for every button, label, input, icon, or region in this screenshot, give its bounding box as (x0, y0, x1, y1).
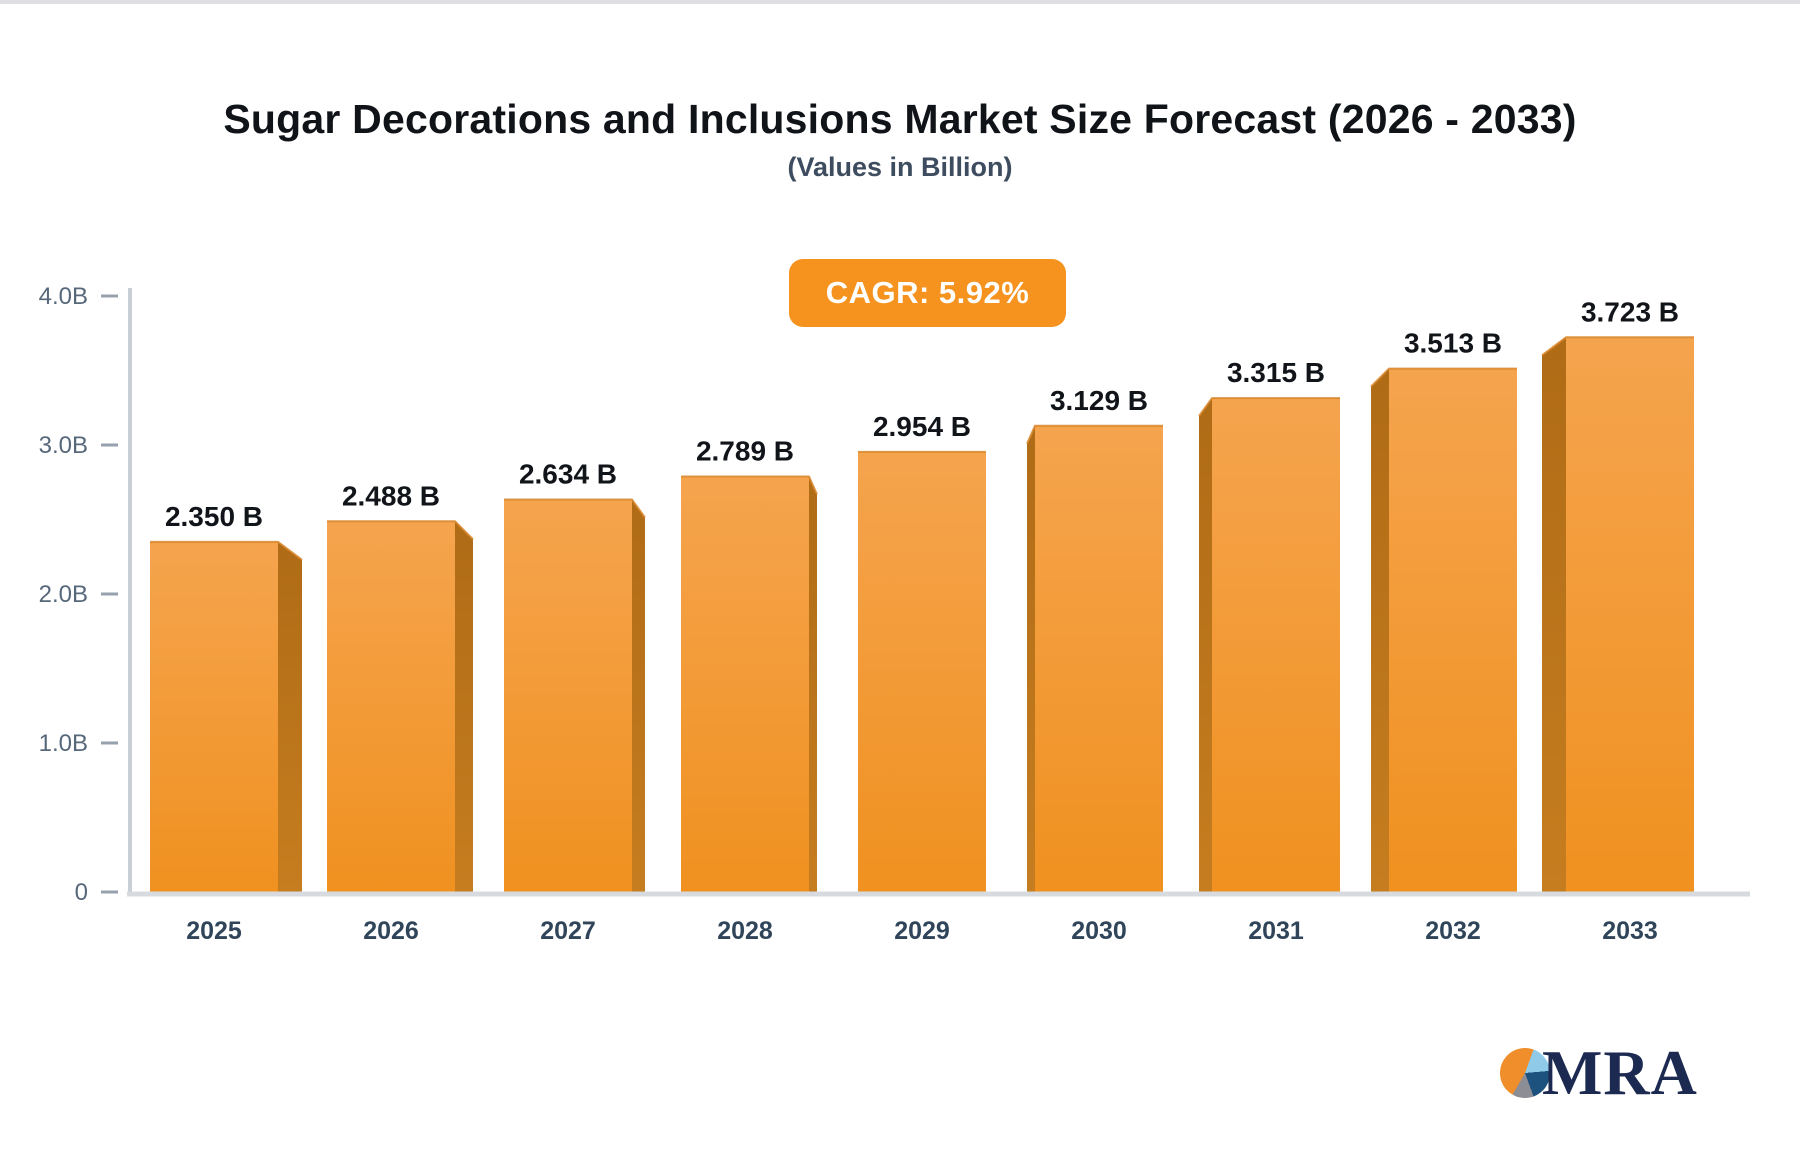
bar-value-label: 2.789 B (696, 435, 794, 466)
bar-front-face (504, 499, 632, 892)
bar-front-face (1389, 368, 1517, 892)
bar-front-face (1035, 425, 1163, 892)
bar-top-edge (150, 540, 303, 561)
bar-side-face (1199, 398, 1212, 892)
x-axis-label: 2028 (717, 917, 773, 945)
bar-top-edge (681, 475, 818, 495)
bar-group-2026: 2.488 B 2026 (327, 480, 474, 945)
x-axis-label: 2025 (186, 917, 242, 945)
x-axis-label: 2032 (1425, 917, 1481, 945)
bar-front-face (858, 451, 986, 892)
bar-value-label: 2.488 B (342, 480, 440, 511)
bar-group-2030: 3.129 B 2030 (1026, 385, 1163, 945)
x-axis-label: 2030 (1071, 917, 1127, 945)
bar-side-face (1542, 337, 1566, 892)
bar-group-2025: 2.350 B 2025 (150, 501, 303, 945)
bar-group-2027: 2.634 B 2027 (504, 459, 646, 945)
bar-top-edge (1026, 424, 1163, 445)
bar-top-edge (1198, 397, 1340, 417)
cagr-badge-label: CAGR: 5.92% (825, 275, 1030, 310)
bar-group-2028: 2.789 B 2028 (681, 435, 818, 945)
bar-value-label: 2.634 B (519, 459, 617, 490)
bar-group-2029: 2.954 B 2029 (858, 411, 986, 945)
bar-group-2031: 3.315 B 2031 (1198, 357, 1340, 945)
y-axis-label: 2.0B (39, 581, 88, 608)
x-axis-label: 2027 (540, 917, 596, 945)
mra-logo: MRA (1500, 1037, 1698, 1108)
bar-side-face (278, 541, 302, 892)
bar-value-label: 2.350 B (165, 501, 263, 532)
y-axis-label: 3.0B (39, 432, 88, 459)
mra-logo-text: MRA (1542, 1037, 1698, 1108)
x-axis-label: 2029 (894, 917, 950, 945)
bar-front-face (150, 541, 278, 892)
x-axis-label: 2033 (1602, 917, 1658, 945)
pie-chart-icon (1500, 1048, 1550, 1098)
bar-value-label: 3.723 B (1581, 296, 1679, 327)
bar-value-label: 3.513 B (1404, 328, 1502, 359)
x-axis-label: 2026 (363, 917, 419, 945)
y-axis-label: 1.0B (39, 730, 88, 757)
chart-subtitle: (Values in Billion) (787, 152, 1013, 182)
bar-side-face (455, 521, 473, 892)
bar-side-face (632, 499, 645, 892)
bar-top-edge (1541, 336, 1694, 357)
bar-group-2032: 3.513 B 2032 (1370, 328, 1517, 945)
bar-front-face (681, 476, 809, 892)
bar-side-face (1027, 425, 1035, 892)
x-axis-label: 2031 (1248, 917, 1304, 945)
bar-side-face (809, 476, 817, 892)
bar-value-label: 2.954 B (873, 411, 971, 442)
bar-top-edge (1370, 367, 1517, 388)
bar-side-face (1371, 368, 1389, 892)
bar-value-label: 3.129 B (1050, 385, 1148, 416)
y-axis-label: 4.0B (39, 283, 88, 310)
chart-title: Sugar Decorations and Inclusions Market … (223, 96, 1577, 142)
bar-value-label: 3.315 B (1227, 357, 1325, 388)
bar-top-edge (504, 498, 646, 519)
bar-top-edge (327, 520, 474, 540)
y-axis-label: 0 (75, 879, 88, 906)
bar-front-face (327, 521, 455, 892)
bar-front-face (1566, 337, 1694, 892)
cagr-badge: CAGR: 5.92% (789, 259, 1066, 327)
bar-front-face (1212, 398, 1340, 892)
bar-group-2033: 3.723 B 2033 (1541, 296, 1694, 945)
